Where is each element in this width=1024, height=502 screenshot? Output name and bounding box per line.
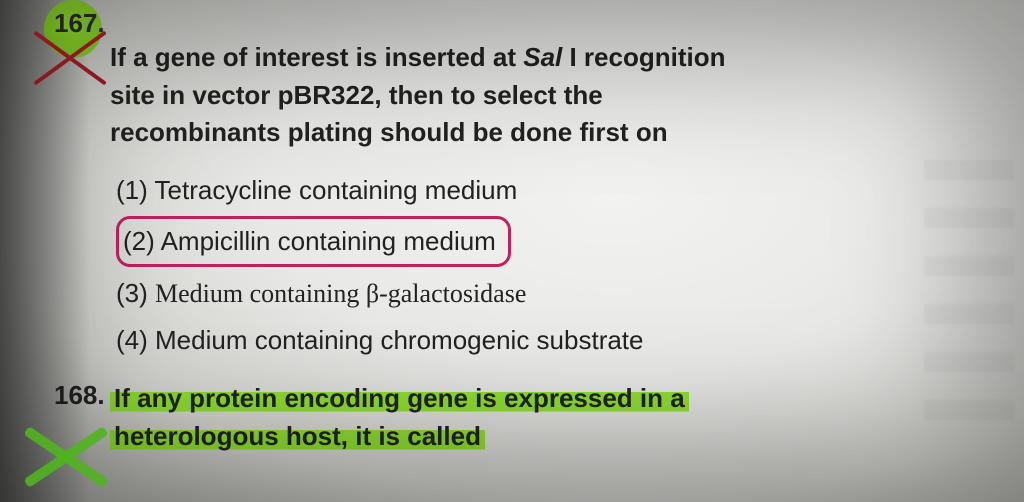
option-2: (2) Ampicillin containing medium <box>116 216 914 266</box>
stem-line-2-highlighted: heterologous host, it is called <box>110 421 485 451</box>
question-167: 167. If a gene of interest is inserted a… <box>110 8 914 360</box>
stem-sal-italic: Sal <box>523 42 562 72</box>
stem-line-1a: If a gene of interest is inserted at <box>110 42 523 72</box>
option-1: (1) Tetracycline containing medium <box>116 170 914 210</box>
question-168: 168. If any protein encoding gene is exp… <box>110 380 914 455</box>
page-content: 167. If a gene of interest is inserted a… <box>0 0 1024 502</box>
stem-line-1b: I recognition <box>562 42 725 72</box>
option-text: Medium containing chromogenic substrate <box>155 325 643 355</box>
options-list: (1) Tetracycline containing medium (2) A… <box>110 170 914 360</box>
option-3: (3) Medium containing β-galactosidase <box>116 273 914 314</box>
option-num: (3) <box>116 278 148 308</box>
option-num: (1) <box>116 175 148 205</box>
stem-line-3: recombinants plating should be done firs… <box>110 117 668 147</box>
question-stem: If a gene of interest is inserted at Sal… <box>110 39 914 152</box>
option-text: Ampicillin containing medium <box>161 226 496 256</box>
option-text: Medium containing β-galactosidase <box>155 279 526 308</box>
question-stem: If any protein encoding gene is expresse… <box>110 380 914 455</box>
option-pink-circle: (2) Ampicillin containing medium <box>116 216 511 266</box>
option-4: (4) Medium containing chromogenic substr… <box>116 320 914 360</box>
stem-line-1-highlighted: If any protein encoding gene is expresse… <box>110 383 689 413</box>
option-num: (2) <box>123 226 155 256</box>
question-number: 167. <box>54 8 858 39</box>
option-num: (4) <box>116 325 148 355</box>
question-number: 168. <box>54 380 105 411</box>
option-text: Tetracycline containing medium <box>155 175 518 205</box>
stem-line-2: site in vector pBR322, then to select th… <box>110 80 603 110</box>
